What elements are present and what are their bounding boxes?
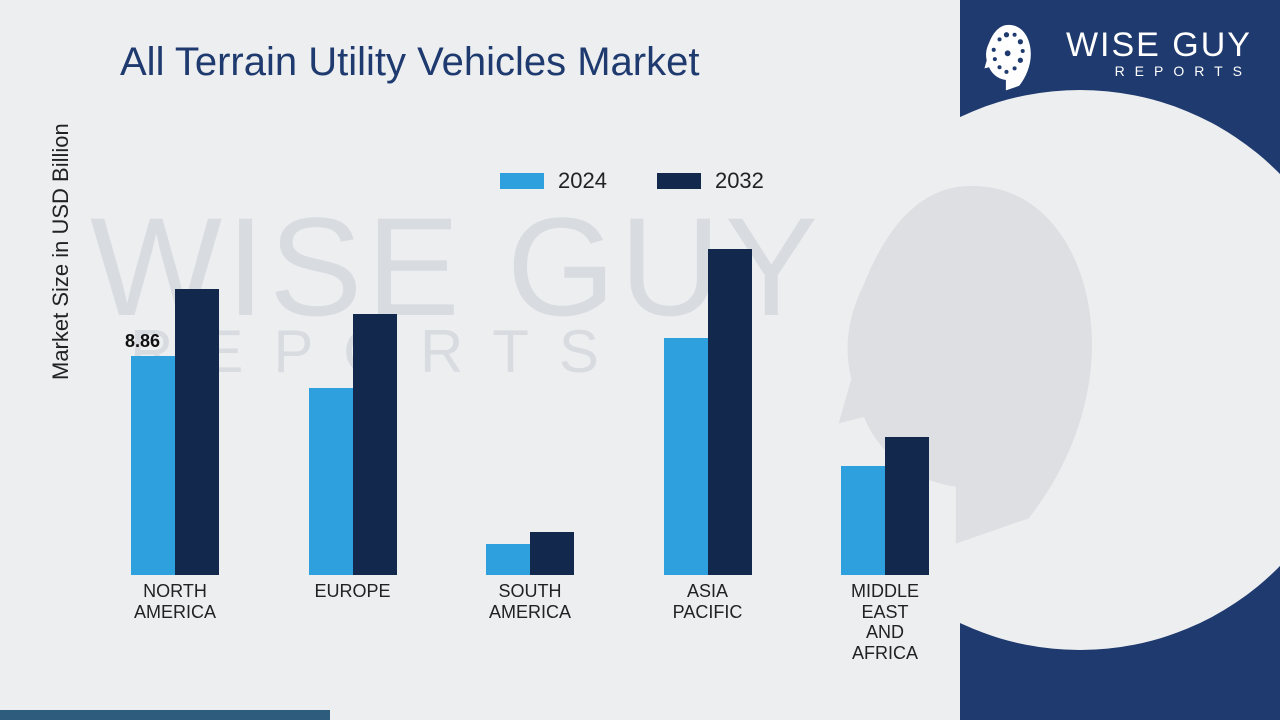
bar xyxy=(309,388,353,575)
bar-groups: NORTHAMERICA8.86EUROPESOUTHAMERICAASIAPA… xyxy=(100,205,960,575)
category-label: SOUTHAMERICA xyxy=(460,581,600,622)
bar-group: EUROPE xyxy=(278,205,428,575)
bar xyxy=(841,466,885,575)
bar-group: ASIAPACIFIC xyxy=(633,205,783,575)
brand-logo-sub: REPORTS xyxy=(1066,64,1252,78)
brand-head-icon xyxy=(974,22,1032,92)
category-label: MIDDLEEASTANDAFRICA xyxy=(815,581,955,664)
bar-pair xyxy=(309,314,397,575)
chart-title: All Terrain Utility Vehicles Market xyxy=(120,40,699,85)
category-label: ASIAPACIFIC xyxy=(638,581,778,622)
chart-plot-area: NORTHAMERICA8.86EUROPESOUTHAMERICAASIAPA… xyxy=(100,165,960,575)
bar xyxy=(175,289,219,575)
bar xyxy=(486,544,530,575)
bar-pair xyxy=(841,437,929,575)
bar xyxy=(664,338,708,575)
y-axis-label: Market Size in USD Billion xyxy=(48,123,74,380)
category-label: EUROPE xyxy=(283,581,423,602)
brand-logo-main: WISE GUY xyxy=(1066,28,1252,62)
bottom-accent-strip xyxy=(0,710,330,720)
chart-canvas: WISE GUY REPORTS WISE GUY REPORTS xyxy=(0,0,1280,720)
bar xyxy=(131,356,175,575)
bar xyxy=(353,314,397,575)
bar-group: SOUTHAMERICA xyxy=(455,205,605,575)
bar-group: NORTHAMERICA8.86 xyxy=(100,205,250,575)
bar xyxy=(530,532,574,575)
bar-pair xyxy=(486,532,574,575)
bar xyxy=(885,437,929,575)
bar-pair xyxy=(664,249,752,575)
category-label: NORTHAMERICA xyxy=(105,581,245,622)
brand-logo: WISE GUY REPORTS xyxy=(1066,28,1252,78)
bar-value-label: 8.86 xyxy=(125,331,160,352)
bar-group: MIDDLEEASTANDAFRICA xyxy=(810,205,960,575)
bar xyxy=(708,249,752,575)
